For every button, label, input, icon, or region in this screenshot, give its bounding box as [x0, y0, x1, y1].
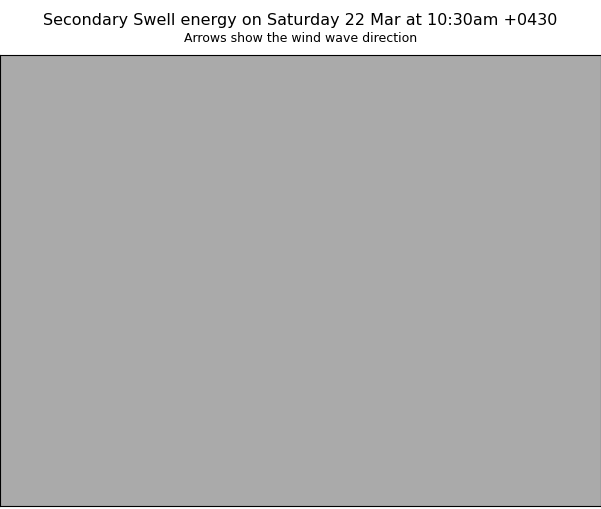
Text: Arrows show the wind wave direction: Arrows show the wind wave direction [184, 32, 417, 44]
Text: Secondary Swell energy on Saturday 22 Mar at 10:30am +0430: Secondary Swell energy on Saturday 22 Ma… [43, 13, 558, 27]
